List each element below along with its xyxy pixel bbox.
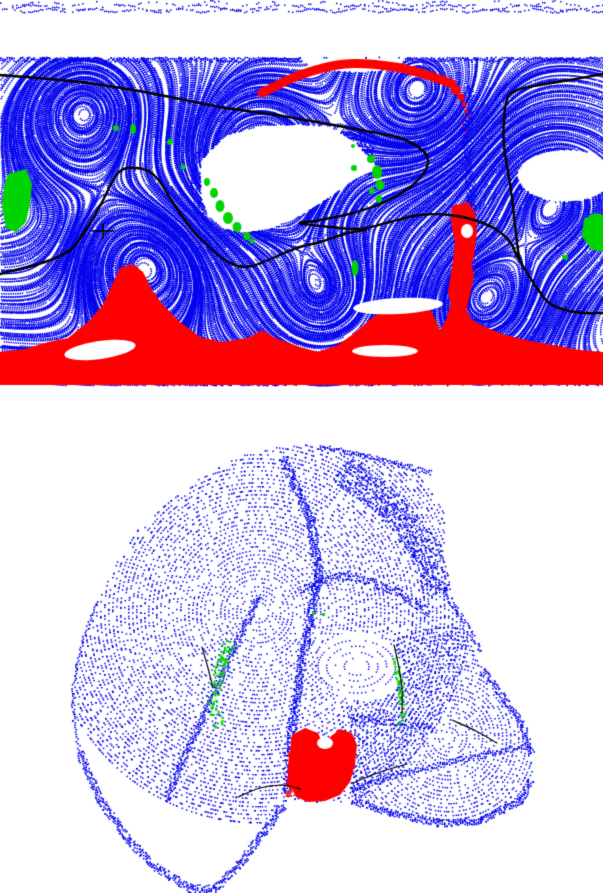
cropped-panel-edge-strip	[0, 0, 603, 16]
sphere-projection-canvas	[0, 440, 603, 893]
streamline-map-canvas	[0, 55, 603, 389]
